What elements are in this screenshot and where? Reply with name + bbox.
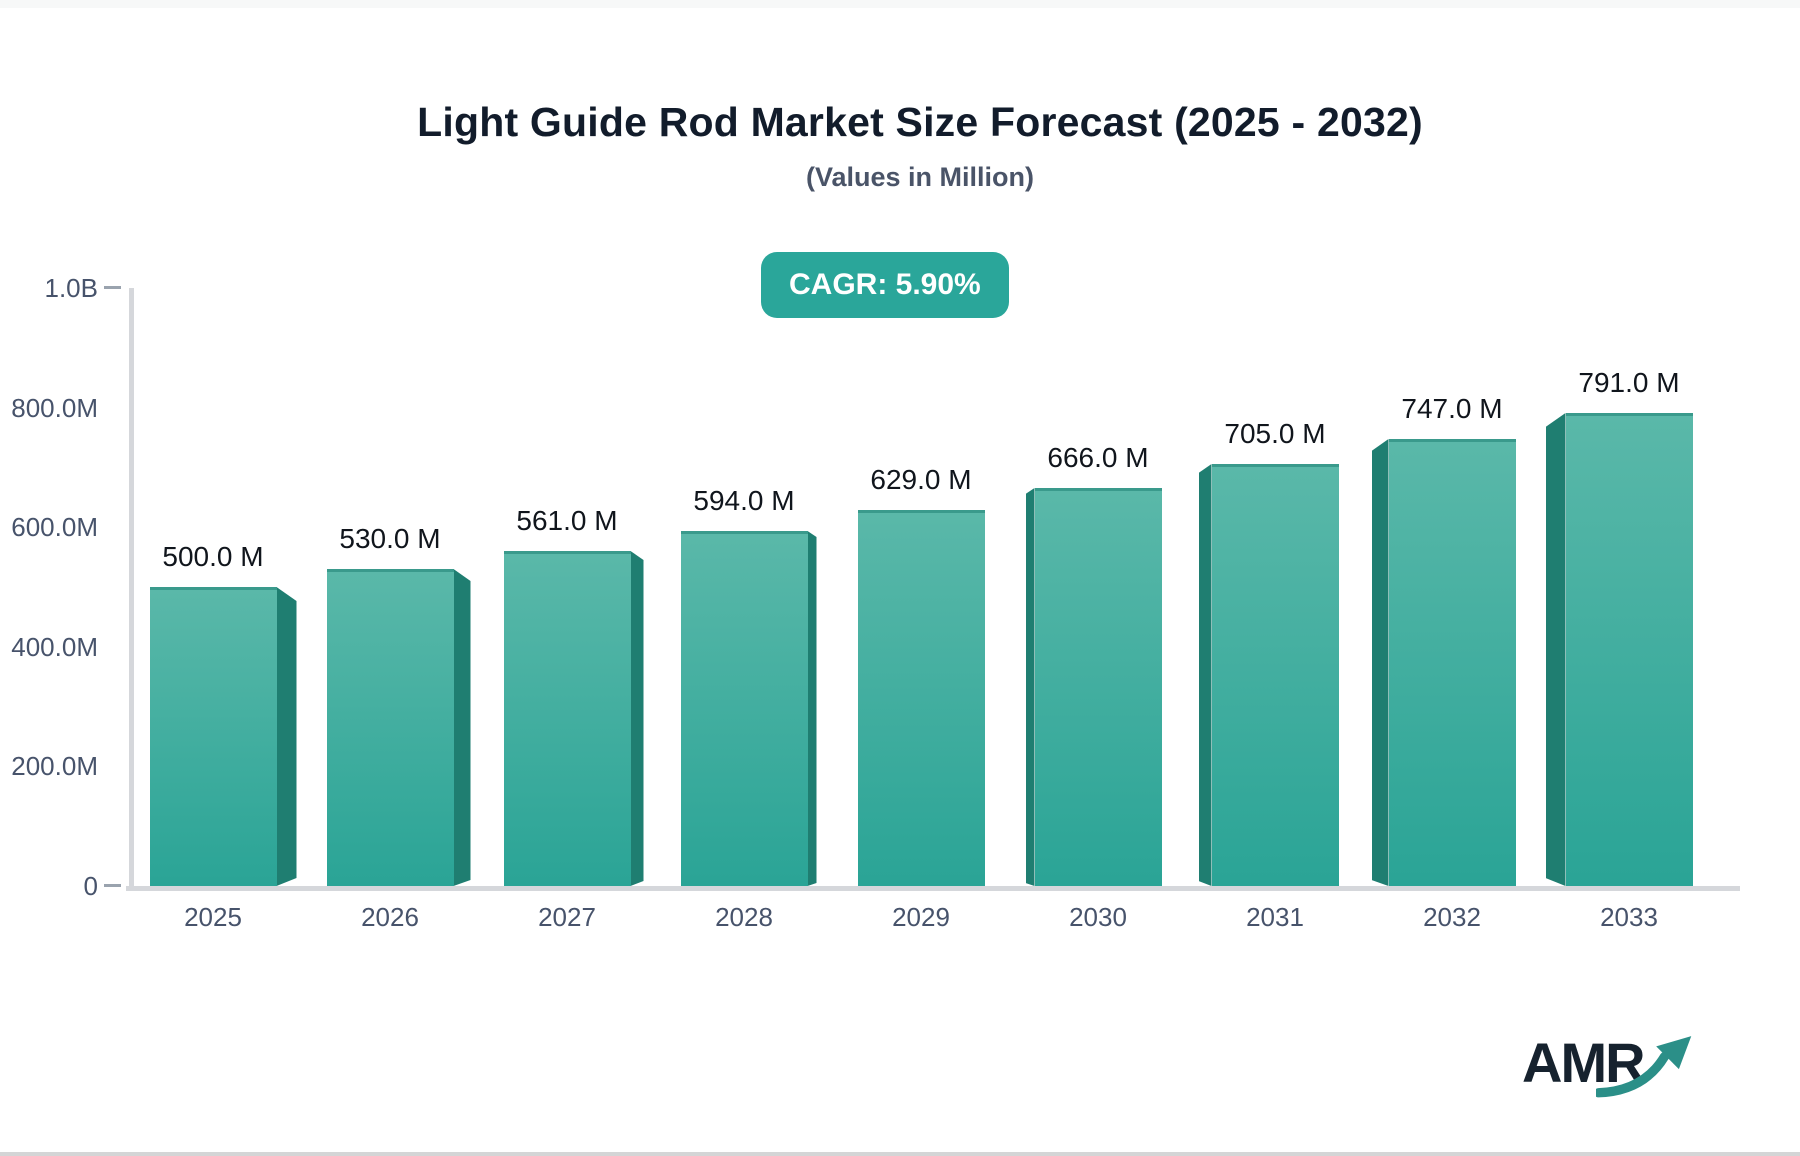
- y-axis-tick-label: 200.0M: [11, 751, 98, 782]
- bar-side-face: [277, 587, 297, 886]
- bar-2026[interactable]: [326, 569, 454, 886]
- bar-side-face: [1372, 439, 1389, 886]
- bar-value-label: 629.0 M: [870, 464, 972, 495]
- x-axis-label: 2028: [715, 902, 773, 932]
- y-axis-line: [129, 288, 134, 890]
- bar-2027[interactable]: [503, 551, 631, 886]
- y-axis-tick-label: 400.0M: [11, 631, 98, 662]
- bar-2028[interactable]: [680, 531, 808, 886]
- bar-2025[interactable]: [149, 587, 277, 886]
- x-axis-label: 2031: [1246, 902, 1304, 932]
- y-axis-tick-label: 800.0M: [11, 392, 98, 423]
- bar-value-label: 666.0 M: [1047, 442, 1149, 473]
- cagr-badge: CAGR: 5.90%: [761, 252, 1009, 318]
- y-axis-tick-label: 0: [83, 871, 98, 901]
- bar-2032[interactable]: [1388, 439, 1516, 886]
- bar-value-label: 500.0 M: [162, 541, 264, 572]
- y-axis-tick-label: 1.0B: [44, 273, 99, 303]
- amr-logo-arrow-icon: [1596, 1036, 1692, 1098]
- bar-2033[interactable]: [1565, 413, 1693, 886]
- x-axis-label: 2033: [1600, 902, 1658, 932]
- bar-2031[interactable]: [1211, 464, 1339, 886]
- chart-subtitle: (Values in Million): [805, 162, 1035, 192]
- bar-side-face: [1199, 464, 1212, 886]
- y-axis-tick-mark: [104, 884, 121, 887]
- bar-side-face: [1546, 413, 1566, 886]
- page-bottom-edge: [0, 1152, 1800, 1156]
- page-top-edge: [0, 0, 1800, 8]
- x-axis-line: [126, 886, 1740, 891]
- bar-value-label: 530.0 M: [339, 523, 441, 554]
- bar-value-label: 561.0 M: [516, 505, 618, 536]
- x-axis-label: 2030: [1069, 902, 1127, 932]
- bar-value-label: 705.0 M: [1224, 418, 1326, 449]
- chart-title: Light Guide Rod Market Size Forecast (20…: [417, 99, 1423, 145]
- bar-side-face: [454, 569, 471, 886]
- x-axis-label: 2025: [184, 902, 242, 932]
- amr-logo: AMR: [1522, 1030, 1742, 1114]
- bar-value-label: 594.0 M: [693, 485, 795, 516]
- y-axis-tick-mark: [104, 286, 121, 289]
- bar-value-label: 747.0 M: [1401, 393, 1503, 424]
- y-axis-tick-label: 600.0M: [11, 512, 98, 543]
- bar-side-face: [631, 551, 644, 886]
- bar-2030[interactable]: [1034, 488, 1162, 886]
- bar-side-face: [808, 531, 817, 886]
- x-axis-label: 2032: [1423, 902, 1481, 932]
- bar-2029[interactable]: [857, 510, 985, 886]
- x-axis-label: 2026: [361, 902, 419, 932]
- x-axis-label: 2029: [892, 902, 950, 932]
- x-axis-label: 2027: [538, 902, 596, 932]
- bar-side-face: [1026, 488, 1035, 886]
- bar-value-label: 791.0 M: [1578, 367, 1680, 398]
